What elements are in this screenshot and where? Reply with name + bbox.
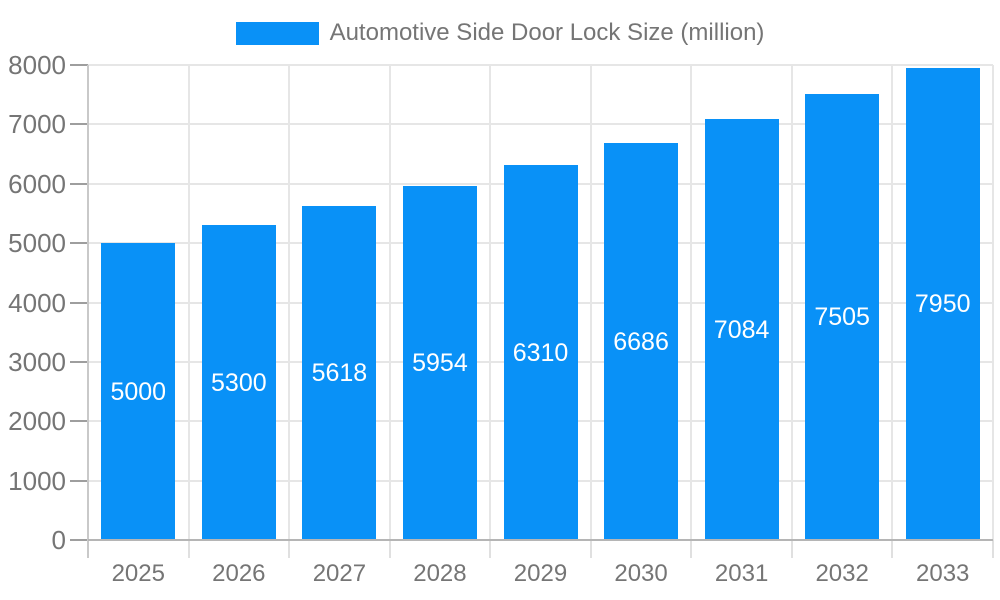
bar[interactable]: [302, 206, 377, 540]
x-axis-tick-label: 2028: [413, 560, 467, 587]
x-axis-tick-label: 2026: [212, 560, 266, 587]
y-axis-tick-label: 2000: [8, 406, 66, 437]
legend-swatch: [235, 21, 319, 45]
x-axis-tick-label: 2029: [513, 560, 568, 587]
bar-value-label: 5954: [412, 349, 468, 378]
x-gridline: [992, 65, 994, 540]
x-axis-tick: [992, 540, 994, 558]
bar-value-label: 5000: [110, 377, 167, 406]
bar[interactable]: [604, 143, 679, 540]
x-axis-tick-label: 2030: [614, 560, 668, 587]
bar[interactable]: [402, 186, 477, 540]
y-axis-tick: [70, 539, 88, 541]
x-gridline: [187, 65, 190, 540]
bar-value-label: 6686: [613, 327, 669, 356]
x-axis-tick-label: 2025: [111, 560, 165, 587]
y-axis-tick-label: 1000: [8, 465, 66, 496]
y-axis-tick-label: 6000: [8, 168, 66, 199]
x-axis-tick: [589, 540, 592, 558]
x-axis-tick: [388, 540, 391, 558]
x-gridline: [790, 65, 793, 540]
bar[interactable]: [101, 243, 176, 540]
y-axis-tick: [70, 479, 88, 482]
bar-value-label: 7505: [814, 303, 870, 332]
x-axis-tick-label: 2027: [312, 560, 367, 587]
x-axis-tick-label: 2032: [815, 560, 869, 587]
x-gridline: [489, 65, 492, 540]
bar-value-label: 5618: [311, 359, 368, 388]
x-axis-tick-label: 2033: [916, 560, 970, 587]
y-axis-tick-label: 7000: [8, 109, 66, 140]
y-axis-tick-label: 0: [51, 525, 66, 555]
x-axis-tick: [790, 540, 793, 558]
y-axis-tick: [70, 64, 88, 66]
x-axis-tick: [891, 540, 894, 558]
chart-legend[interactable]: Automotive Side Door Lock Size (million): [0, 18, 1000, 48]
x-gridline: [589, 65, 592, 540]
bar[interactable]: [503, 165, 578, 540]
x-axis-tick: [489, 540, 492, 558]
y-gridline: [88, 64, 993, 66]
x-axis-tick: [288, 540, 291, 558]
y-axis-tick: [70, 182, 88, 185]
x-gridline: [891, 65, 894, 540]
bar-value-label: 6310: [512, 338, 569, 367]
x-axis-tick: [690, 540, 693, 558]
legend-label: Automotive Side Door Lock Size (million): [329, 19, 765, 46]
y-axis-tick: [70, 360, 88, 363]
y-gridline: [88, 123, 993, 126]
y-axis-tick-label: 4000: [8, 287, 66, 318]
y-axis-tick-label: 5000: [8, 228, 66, 259]
bar[interactable]: [805, 94, 880, 540]
x-axis-baseline: [88, 539, 993, 541]
x-gridline: [388, 65, 391, 540]
x-axis-tick-label: 2031: [714, 560, 769, 587]
bar-value-label: 5300: [211, 368, 267, 397]
y-axis-tick: [70, 123, 88, 126]
bar[interactable]: [704, 119, 779, 540]
bar-value-label: 7950: [914, 289, 971, 318]
y-axis-line: [87, 65, 89, 558]
bar[interactable]: [201, 225, 276, 540]
x-gridline: [288, 65, 291, 540]
y-axis-tick: [70, 420, 88, 423]
x-axis-tick: [187, 540, 190, 558]
bar[interactable]: [905, 67, 980, 540]
y-axis-tick: [70, 301, 88, 304]
y-axis-tick: [70, 242, 88, 245]
y-axis-tick-label: 8000: [8, 50, 66, 80]
bar-value-label: 7084: [713, 315, 770, 344]
x-gridline: [690, 65, 693, 540]
y-axis-tick-label: 3000: [8, 346, 66, 377]
